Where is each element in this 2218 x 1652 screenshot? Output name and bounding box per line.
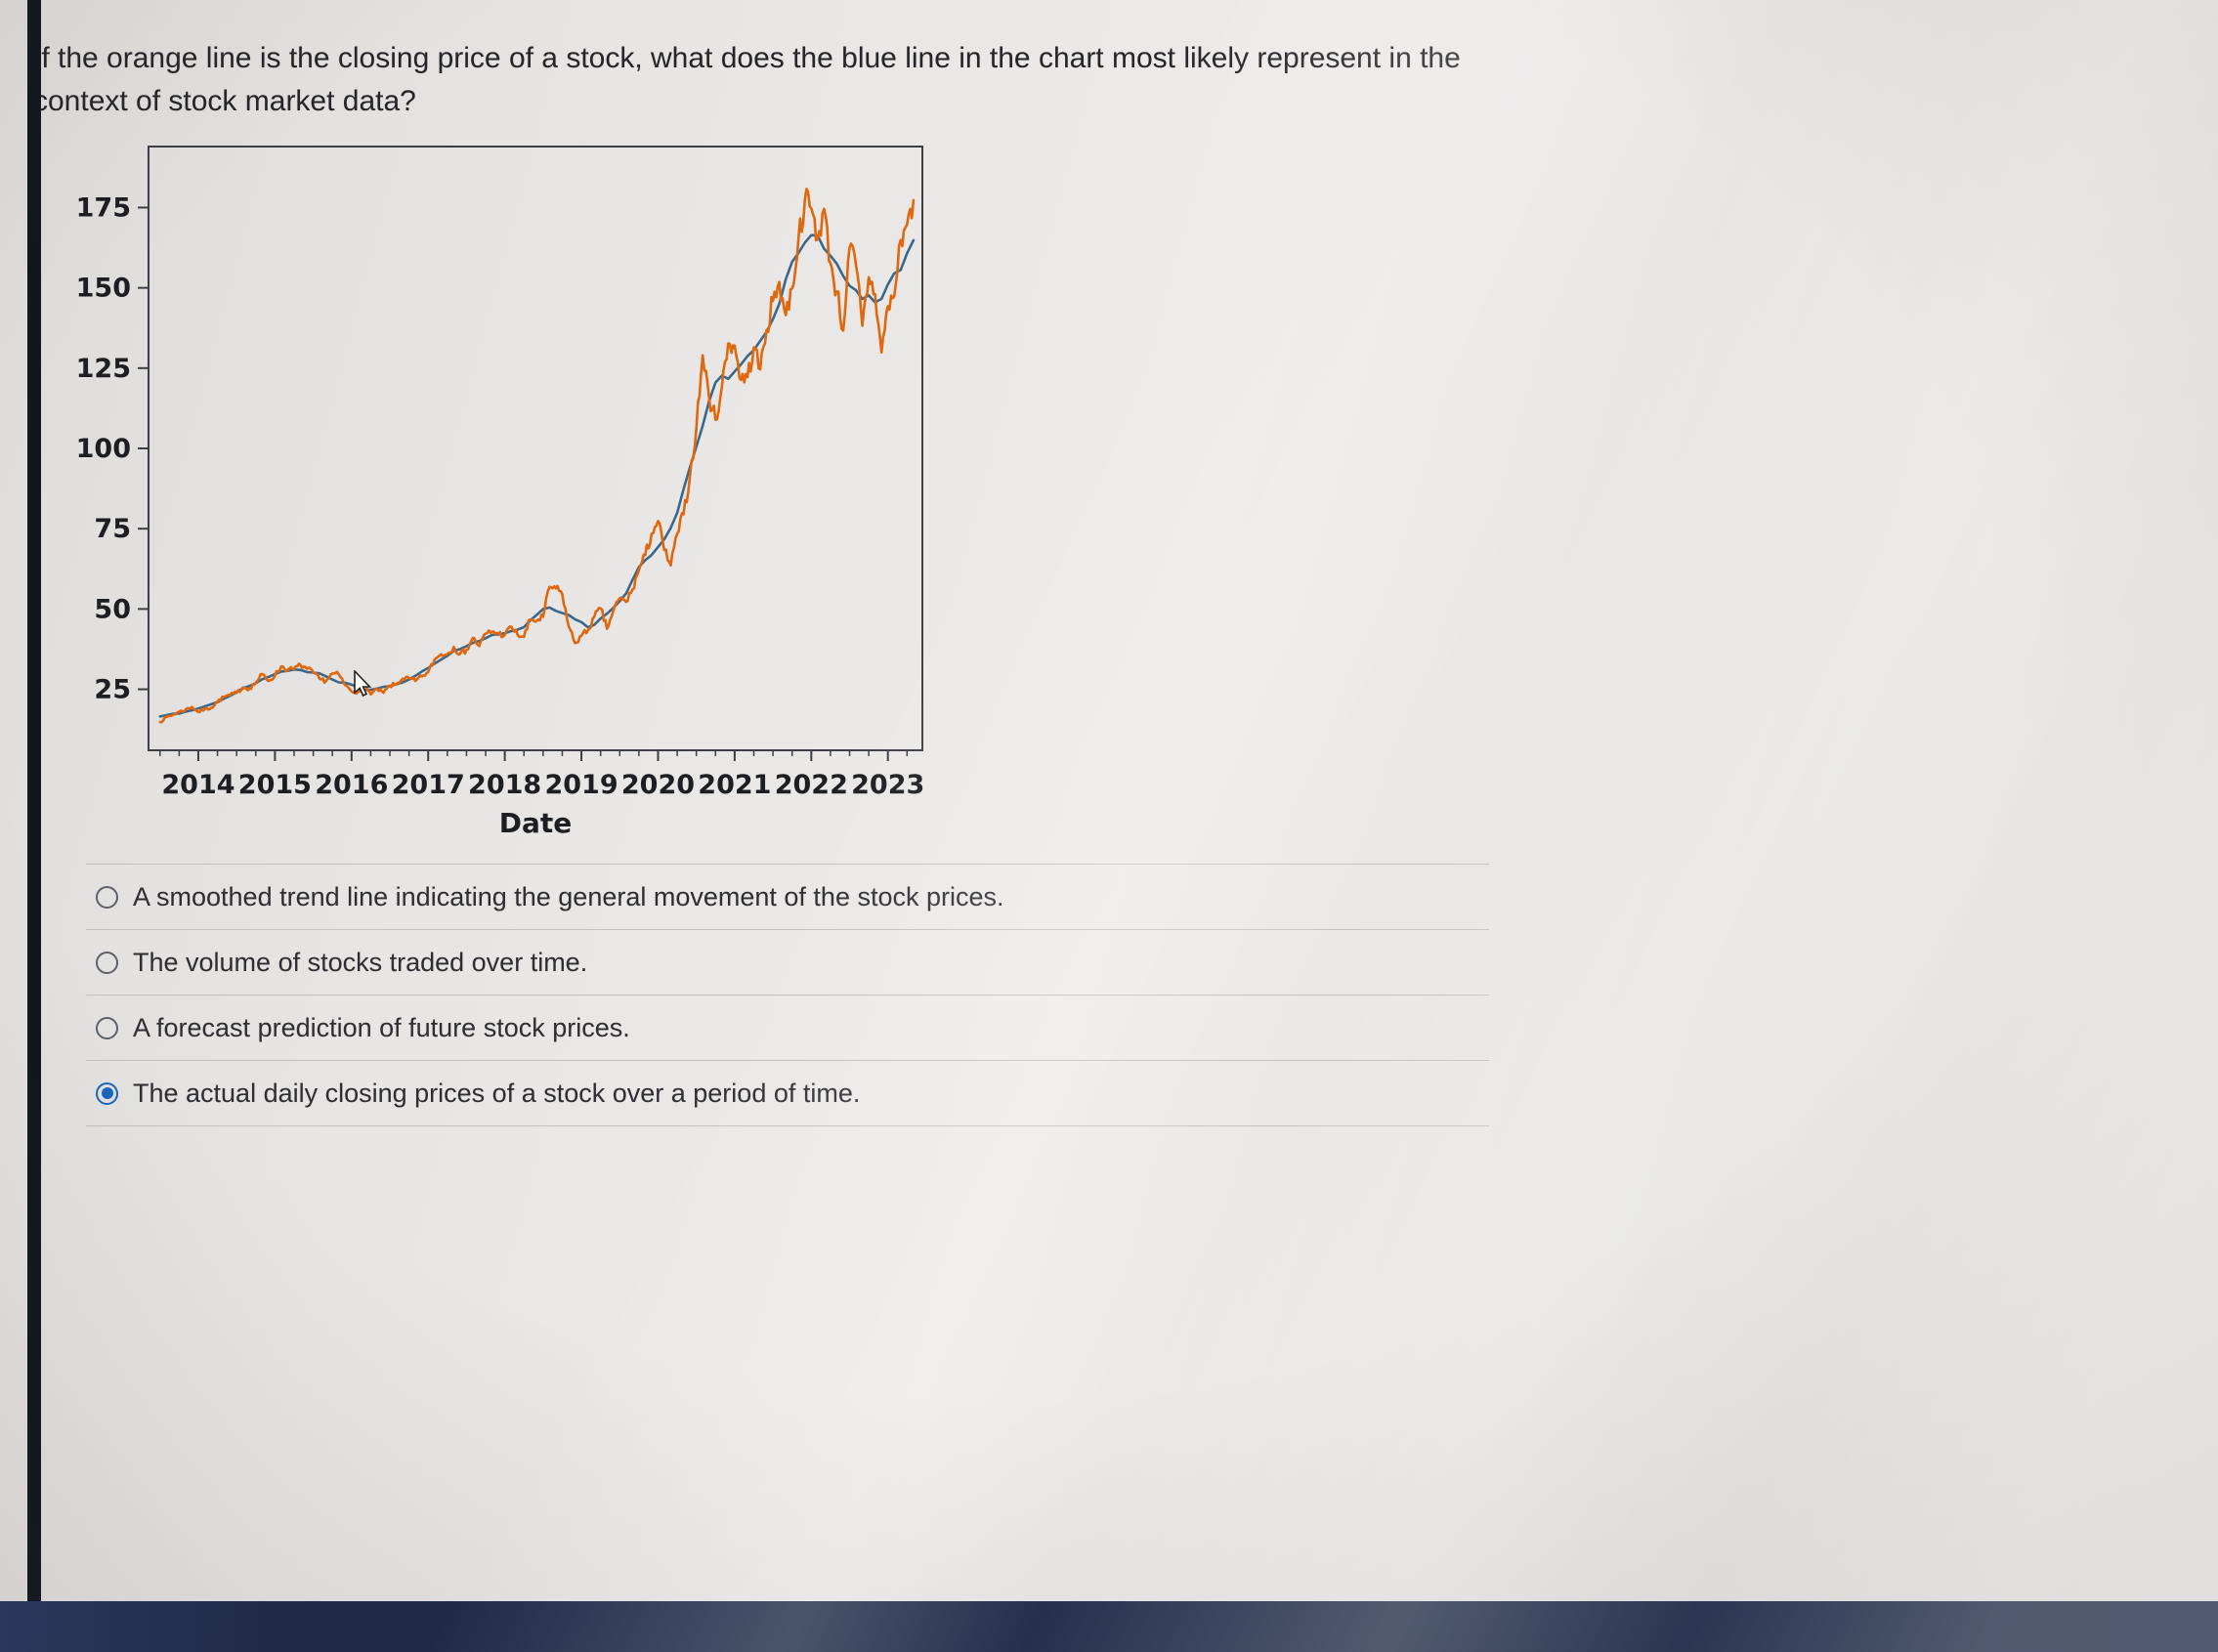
x-tick-label: 2023 — [851, 770, 924, 800]
screen-bottom-dark-bar — [0, 1601, 2218, 1652]
y-tick-label: 150 — [76, 274, 131, 304]
x-tick-label: 2021 — [698, 770, 771, 800]
radio-button[interactable] — [96, 1081, 118, 1105]
option-label: The volume of stocks traded over time. — [133, 947, 588, 977]
x-tick-label: 2019 — [544, 770, 618, 800]
option-row-forecast[interactable]: A forecast prediction of future stock pr… — [86, 995, 1489, 1061]
plot-border — [148, 146, 923, 751]
y-tick-label: 175 — [76, 192, 131, 223]
x-tick-label: 2022 — [775, 770, 848, 800]
y-tick-label: 25 — [94, 675, 131, 705]
y-tick-label: 125 — [76, 354, 131, 384]
option-label: A forecast prediction of future stock pr… — [133, 1012, 630, 1042]
radio-button[interactable] — [96, 951, 118, 974]
mouse-cursor-icon — [354, 670, 372, 698]
screen-edge-left — [27, 0, 41, 1652]
x-tick-label: 2020 — [621, 770, 695, 800]
x-axis-title: Date — [499, 807, 573, 839]
x-tick-label: 2014 — [161, 770, 235, 800]
option-row-actual-daily-prices[interactable]: The actual daily closing prices of a sto… — [86, 1061, 1489, 1126]
x-tick-label: 2017 — [392, 770, 465, 800]
daily-close-line — [158, 188, 916, 724]
question-text: If the orange line is the closing price … — [33, 42, 1461, 117]
option-label: The actual daily closing prices of a sto… — [133, 1078, 861, 1108]
radio-button[interactable] — [96, 885, 118, 909]
radio-button[interactable] — [96, 1016, 118, 1039]
option-label: A smoothed trend line indicating the gen… — [133, 881, 1004, 911]
option-row-smoothed-trend[interactable]: A smoothed trend line indicating the gen… — [86, 865, 1489, 930]
chart-plot-area: 2014 2015 2016 2017 2018 2019 2020 2021 2022 2023… — [76, 146, 924, 839]
y-tick-label: 100 — [76, 434, 131, 464]
stock-price-chart: 2014 2015 2016 2017 2018 2019 2020 2021 2022 2023… — [59, 137, 1036, 840]
x-tick-label: 2016 — [315, 770, 388, 800]
x-tick-label: 2015 — [238, 770, 312, 800]
option-row-volume[interactable]: The volume of stocks traded over time. — [86, 930, 1489, 995]
x-tick-label: 2018 — [468, 770, 541, 800]
y-tick-label: 75 — [94, 514, 131, 544]
smoothed-trend-line — [158, 233, 916, 718]
y-tick-label: 50 — [94, 594, 131, 624]
options-list: A smoothed trend line indicating the gen… — [86, 864, 1489, 1126]
